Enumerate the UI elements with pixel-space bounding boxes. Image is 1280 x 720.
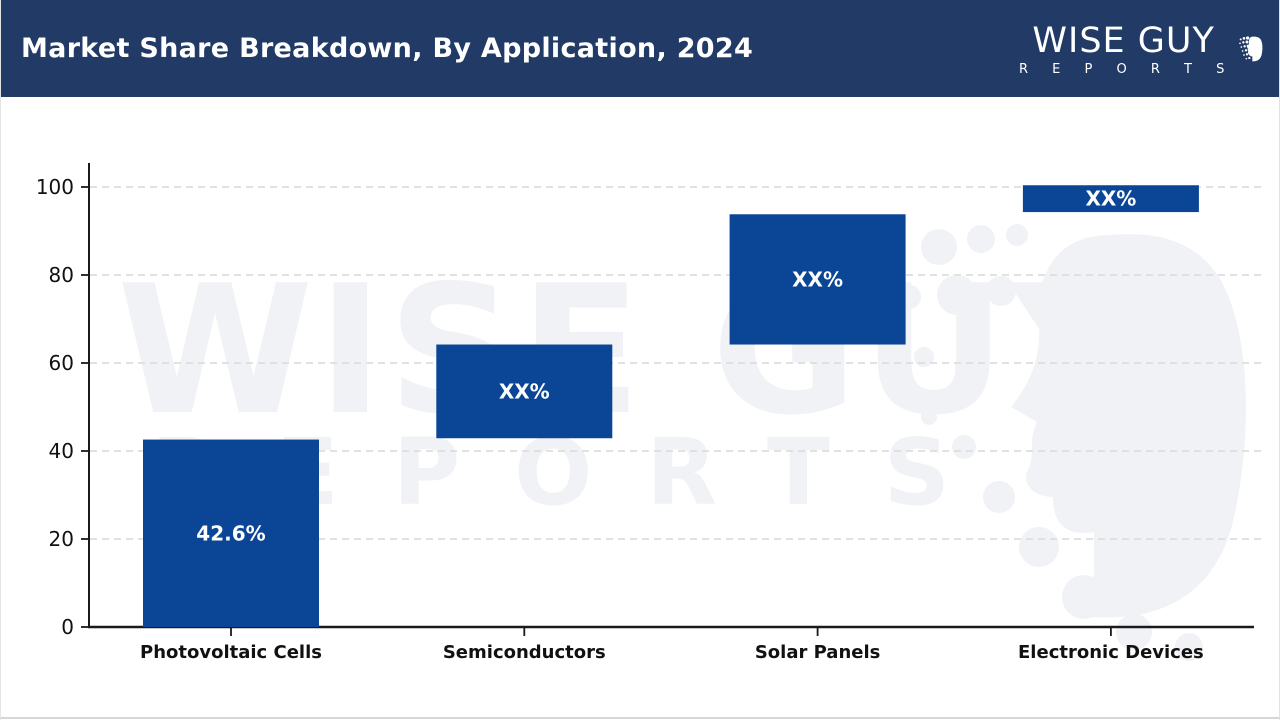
page-title: Market Share Breakdown, By Application, … — [21, 33, 754, 64]
y-tick-label-100: 100 — [36, 175, 74, 199]
brand-logo-line1: WISE GUY — [1032, 20, 1215, 61]
x-category-label-photovoltaic-cells: Photovoltaic Cells — [140, 642, 322, 663]
header-band: Market Share Breakdown, By Application, … — [1, 0, 1279, 97]
y-tick-label-60: 60 — [49, 351, 74, 375]
y-tick-label-80: 80 — [49, 263, 74, 287]
bar-value-label-solar-panels: XX% — [792, 267, 843, 291]
bar-chart: 0 20 40 60 80 100 42.6% Photovoltaic Cells XX% Se… — [36, 163, 1263, 663]
y-tick-label-40: 40 — [49, 439, 74, 463]
x-category-label-electronic-devices: Electronic Devices — [1018, 642, 1204, 663]
y-tick-label-20: 20 — [49, 527, 74, 551]
bar-value-label-semiconductors: XX% — [499, 379, 550, 403]
brand-logo-line2: R E P O R T S — [1019, 61, 1235, 77]
bar-value-label-photovoltaic-cells: 42.6% — [196, 521, 265, 545]
y-tick-label-0: 0 — [61, 615, 74, 639]
bar-value-label-electronic-devices: XX% — [1085, 187, 1136, 211]
x-category-label-solar-panels: Solar Panels — [755, 642, 881, 663]
bar-electronic-devices — [1022, 185, 1199, 213]
brand-logo: WISE GUY R E P O R T S — [1013, 10, 1263, 88]
bar-solar-panels — [729, 214, 906, 345]
bar-photovoltaic-cells — [143, 439, 319, 627]
bar-semiconductors — [436, 344, 613, 439]
brand-face-icon — [1239, 36, 1263, 62]
brand-logo-text: WISE GUY R E P O R T S — [1013, 22, 1234, 77]
x-category-label-semiconductors: Semiconductors — [443, 642, 606, 663]
footer-divider — [1, 717, 1279, 719]
